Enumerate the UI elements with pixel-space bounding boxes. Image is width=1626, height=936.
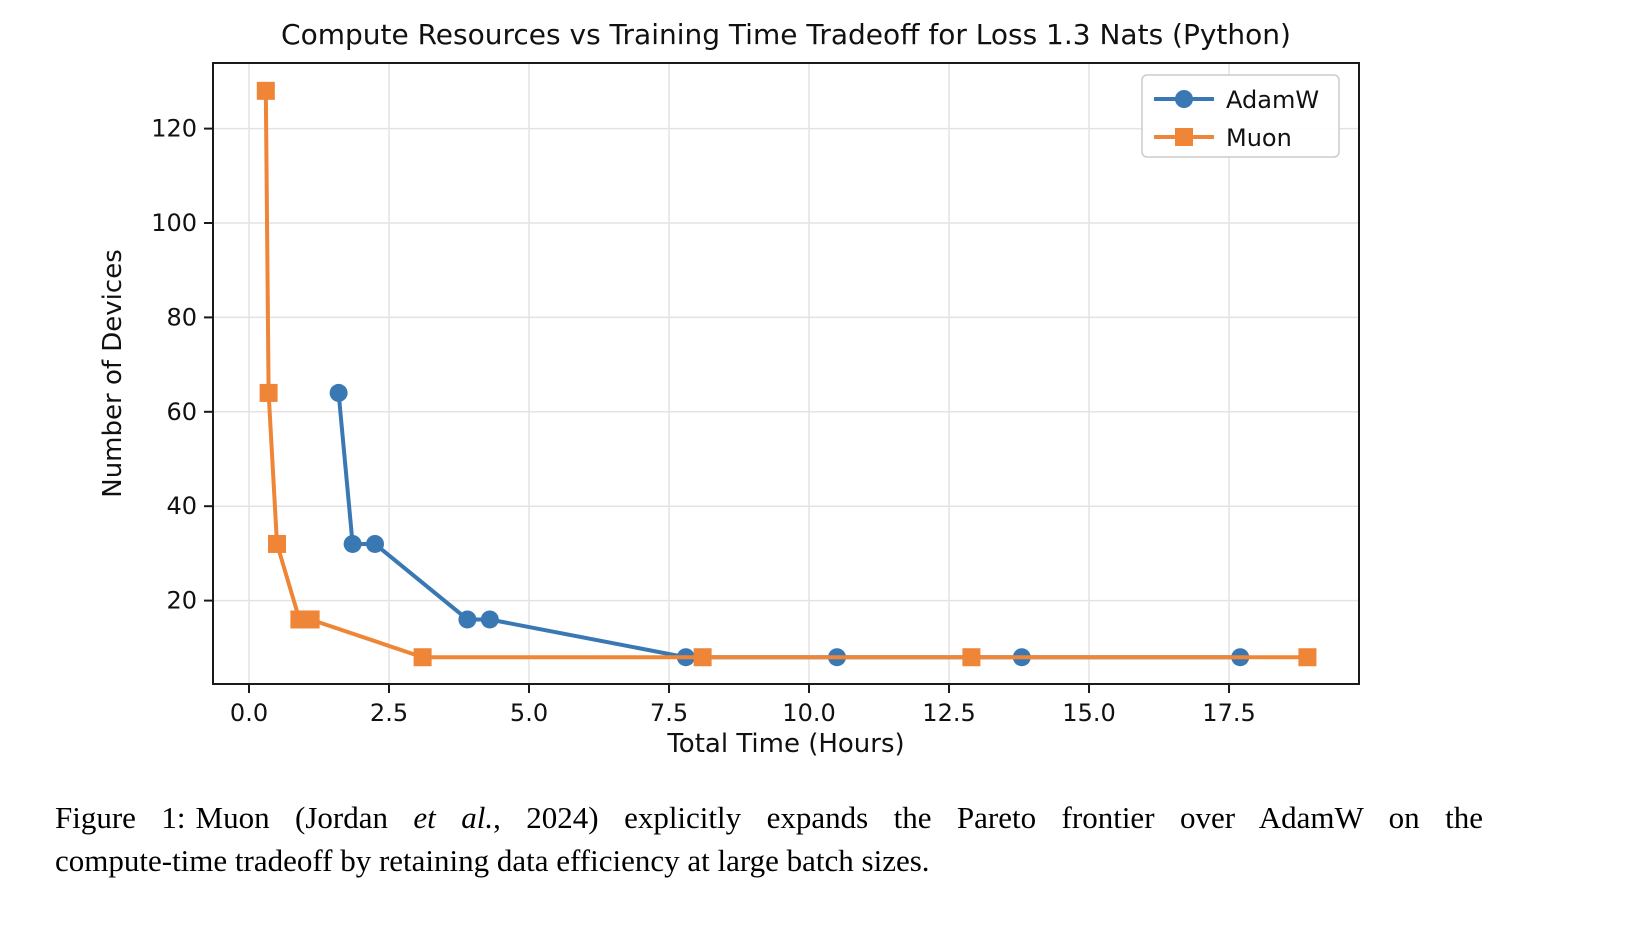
legend-adamw-marker [1175,90,1193,108]
caption-text-2: , 2024) explicitly expands the Pareto fr… [493,800,1483,835]
matplotlib-figure: 0.0 2.5 5.0 7.5 10.0 12.5 15.0 17.5 20 40 60 80 100 1… [98,18,1360,759]
caption-etal-italic: et al. [413,800,494,835]
x-tick-label: 10.0 [782,699,835,727]
muon-point [693,648,712,667]
y-tick-label: 60 [166,398,197,426]
y-tick-label: 40 [166,492,197,520]
y-axis-label: Number of Devices [98,249,128,498]
muon-point [259,383,278,402]
adamw-point [366,534,385,553]
x-tick-label: 5.0 [510,699,548,727]
caption-text-1: Muon (Jordan [195,800,414,835]
y-tick-label: 20 [166,587,197,615]
muon-line [263,90,1308,660]
figure-chart: 0.0 2.5 5.0 7.5 10.0 12.5 15.0 17.5 20 40 60 80 100 1… [98,18,1360,759]
caption-line-1: Figure 1: Muon (Jordan et al., 2024) expl… [55,796,1483,839]
adamw-point [480,610,499,629]
x-tick-label: 12.5 [922,699,975,727]
x-tick-label: 7.5 [650,699,688,727]
y-tick-label: 100 [151,209,197,237]
adamw-point [343,534,362,553]
legend-adamw-label: AdamW [1226,86,1319,114]
muon-point [413,648,432,667]
x-tick-label: 2.5 [370,699,408,727]
y-tick-label: 80 [166,303,197,331]
legend-muon-marker [1175,128,1193,146]
legend-muon-label: Muon [1226,124,1292,152]
y-tick-label: 120 [151,115,197,143]
plot-border [212,62,1360,685]
muon-point [1298,648,1317,667]
figure-caption: Figure 1: Muon (Jordan et al., 2024) expl… [55,796,1483,882]
x-tick-label: 0.0 [230,699,268,727]
caption-figure-label: Figure 1: [55,800,186,835]
x-tick-label: 17.5 [1202,699,1255,727]
muon-point [301,610,320,629]
adamw-point [329,383,348,402]
muon-point [268,534,287,553]
chart-title: Compute Resources vs Training Time Trade… [281,18,1291,51]
caption-line-2: compute-time tradeoff by retaining data … [55,843,930,878]
x-tick-label: 15.0 [1062,699,1115,727]
muon-point [962,648,981,667]
muon-point [256,81,275,100]
adamw-point [458,610,477,629]
x-axis-label: Total Time (Hours) [666,729,904,759]
